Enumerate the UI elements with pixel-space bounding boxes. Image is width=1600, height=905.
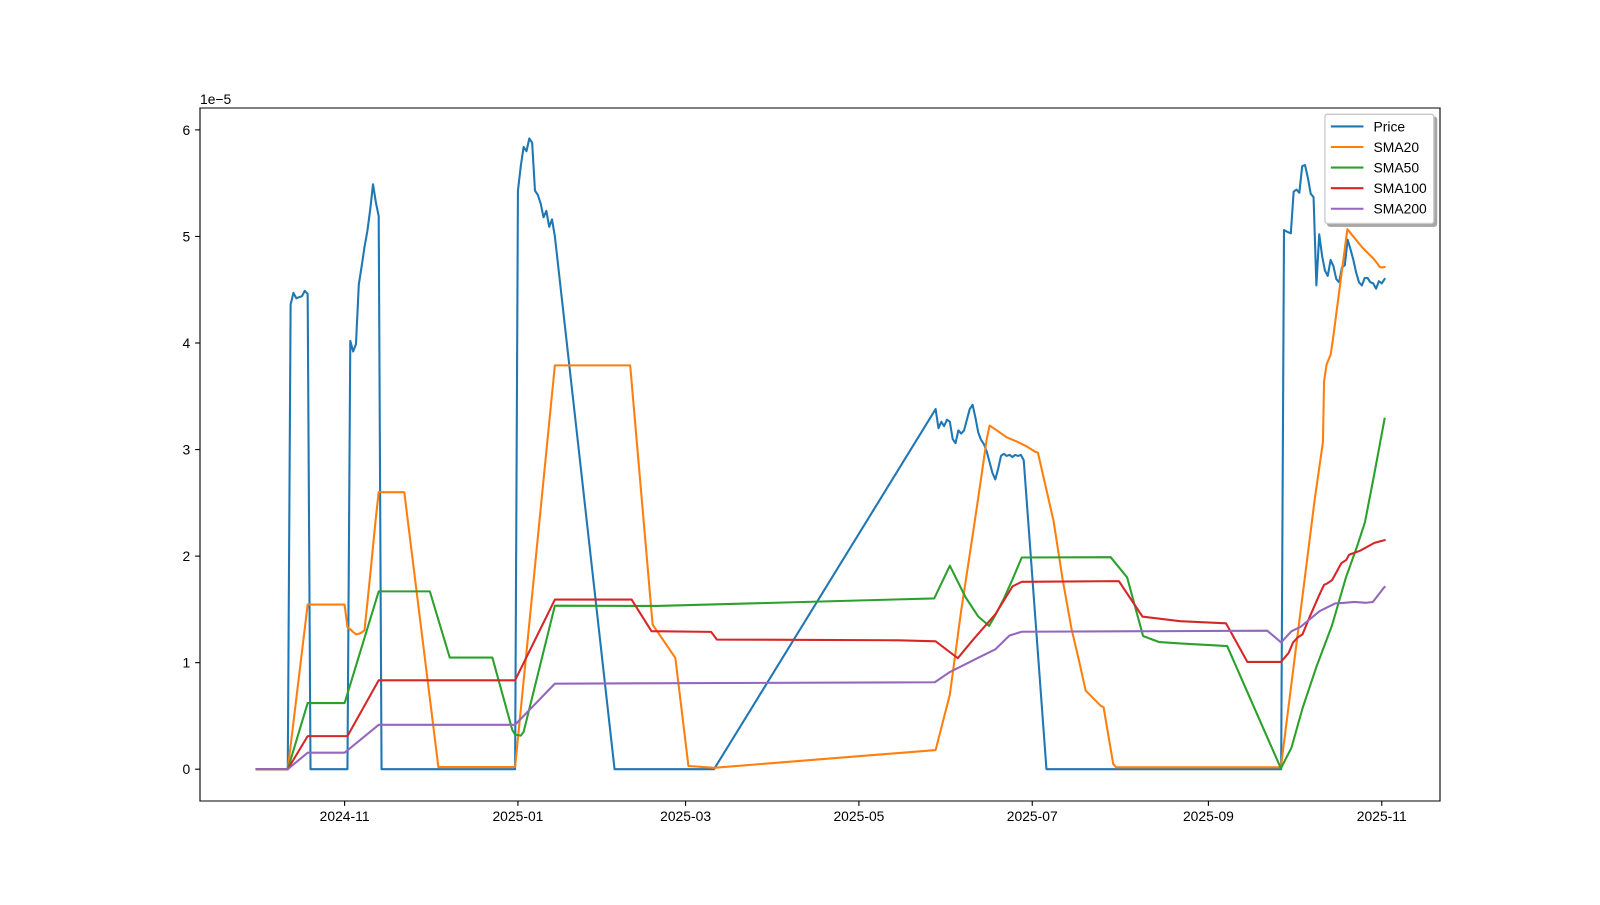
svg-text:SMA50: SMA50 [1374, 159, 1420, 175]
svg-text:2025-11: 2025-11 [1357, 808, 1407, 824]
svg-text:2024-11: 2024-11 [320, 808, 370, 824]
svg-text:2025-07: 2025-07 [1007, 808, 1058, 824]
svg-text:3: 3 [183, 442, 191, 458]
svg-text:Price: Price [1374, 118, 1406, 134]
svg-text:2025-01: 2025-01 [492, 808, 543, 824]
svg-text:2025-05: 2025-05 [833, 808, 884, 824]
svg-text:4: 4 [183, 335, 191, 351]
svg-text:2025-09: 2025-09 [1183, 808, 1234, 824]
svg-text:SMA100: SMA100 [1374, 180, 1428, 196]
svg-text:SMA200: SMA200 [1374, 201, 1428, 217]
svg-text:0: 0 [183, 761, 191, 777]
svg-text:SMA20: SMA20 [1374, 139, 1420, 155]
svg-text:2: 2 [183, 548, 191, 564]
svg-text:1e−5: 1e−5 [200, 91, 232, 107]
svg-text:1: 1 [183, 655, 191, 671]
svg-text:2025-03: 2025-03 [660, 808, 711, 824]
svg-text:6: 6 [183, 122, 191, 138]
svg-text:5: 5 [183, 228, 191, 244]
